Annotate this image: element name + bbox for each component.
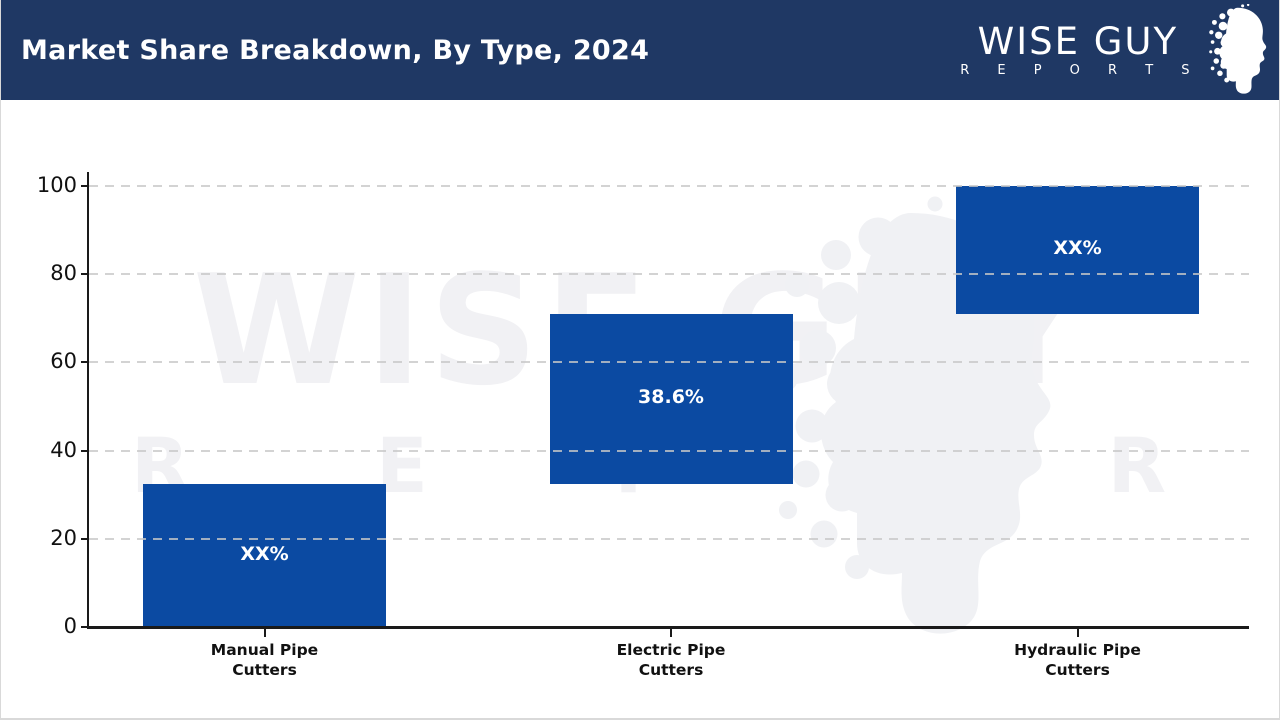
y-tick-label: 40	[50, 437, 77, 462]
y-tick-label: 60	[50, 349, 77, 374]
y-grid-line	[89, 185, 1249, 187]
x-category-label-line: Cutters	[638, 661, 704, 679]
x-tick-mark	[670, 629, 672, 637]
y-tick-label: 80	[50, 261, 77, 286]
bar-value-label: 38.6%	[638, 386, 704, 408]
y-grid-line	[89, 273, 1249, 276]
bar-manual-pipe-cutters	[143, 484, 386, 627]
brand-logo: WISE GUY R E P O R T S	[954, 4, 1271, 96]
y-tick-label: 0	[63, 614, 77, 638]
bar-value-label: XX%	[1053, 236, 1102, 259]
y-grid-line	[89, 361, 1249, 364]
dotted-face-logo-icon	[1204, 4, 1271, 96]
y-tick-mark	[81, 449, 89, 452]
x-category-label: Electric Pipe Cutters	[506, 640, 836, 680]
y-axis-line	[87, 172, 89, 629]
x-category-label-line: Hydraulic Pipe	[1014, 641, 1141, 659]
x-category-label-line: Electric Pipe	[616, 641, 726, 659]
bar-electric-pipe-cutters	[549, 313, 793, 485]
chart-canvas: WISE GUY R E P O R T S 020406080100XX%Ma…	[1, 100, 1279, 718]
x-category-label-line: Manual Pipe	[210, 641, 319, 659]
x-category-label-line: Cutters	[1045, 661, 1110, 679]
y-tick-mark	[81, 273, 89, 276]
header-bar: Market Share Breakdown, By Type, 2024 WI…	[1, 0, 1279, 100]
x-category-label: Hydraulic Pipe Cutters	[913, 640, 1243, 680]
x-category-label-line: Cutters	[232, 661, 297, 679]
y-tick-mark	[81, 626, 89, 628]
y-tick-label: 100	[36, 173, 77, 197]
y-tick-mark	[81, 537, 89, 540]
y-tick-mark	[81, 361, 89, 364]
x-tick-mark	[1076, 629, 1079, 637]
x-tick-mark	[263, 629, 266, 637]
brand-logo-text: WISE GUY R E P O R T S	[954, 23, 1201, 78]
bar-value-label: XX%	[240, 542, 289, 565]
y-grid-line	[89, 449, 1249, 452]
x-axis-line	[87, 626, 1249, 629]
y-tick-mark	[81, 185, 89, 187]
brand-subname: R E P O R T S	[960, 62, 1202, 78]
brand-name: WISE GUY	[977, 19, 1179, 63]
y-tick-label: 20	[50, 525, 77, 550]
y-grid-line	[89, 537, 1249, 540]
page-title: Market Share Breakdown, By Type, 2024	[21, 34, 650, 66]
x-category-label: Manual Pipe Cutters	[100, 640, 430, 680]
